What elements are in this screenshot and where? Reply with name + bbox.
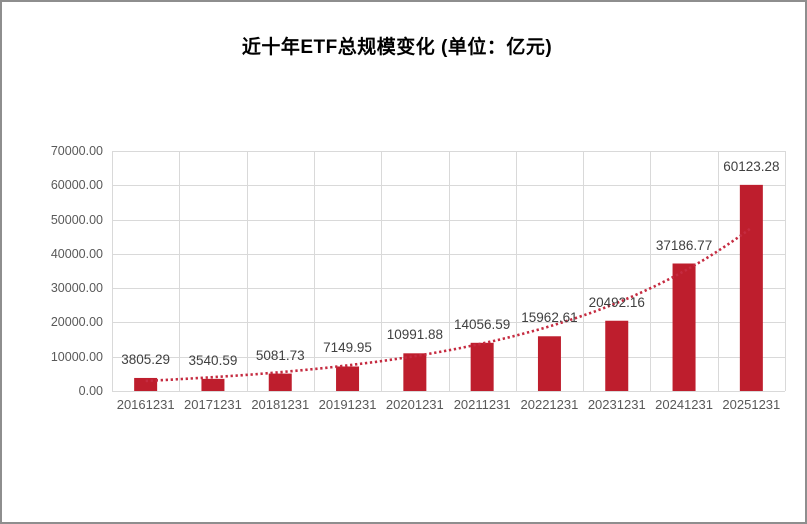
trendline-dotted: [145, 226, 753, 383]
chart-title: 近十年ETF总规模变化 (单位：亿元): [241, 37, 553, 58]
data-label: 3805.29: [121, 351, 171, 367]
y-tick-label: 0.00: [78, 384, 103, 398]
bar-20161231: [134, 377, 158, 391]
x-tick-label: 20251231: [722, 397, 781, 412]
data-label: 5081.73: [255, 347, 305, 363]
bar-20231231: [605, 320, 629, 391]
data-label: 3540.59: [188, 352, 238, 368]
x-tick-label: 20211231: [453, 397, 511, 412]
bar-20181231: [268, 373, 292, 391]
data-label: 14056.59: [453, 316, 511, 332]
x-tick-label: 20221231: [520, 397, 579, 412]
bar-20241231: [672, 263, 696, 391]
y-tick-label: 40000.00: [50, 247, 103, 261]
x-tick-label: 20201231: [385, 397, 444, 412]
bar-20201231: [403, 353, 427, 391]
data-label: 10991.88: [386, 327, 443, 343]
bar-20221231: [537, 336, 561, 391]
bar-20211231: [470, 342, 494, 391]
y-tick-label: 10000.00: [50, 350, 103, 364]
y-tick-label: 60000.00: [50, 178, 103, 192]
x-tick-label: 20181231: [251, 397, 310, 412]
data-label: 7149.95: [323, 340, 372, 356]
x-tick-label: 20171231: [184, 397, 242, 412]
y-tick-label: 30000.00: [50, 281, 103, 295]
x-tick-label: 20231231: [587, 397, 646, 412]
data-label: 37186.77: [655, 237, 713, 253]
bar-20191231: [336, 366, 360, 391]
y-tick-label: 50000.00: [50, 213, 103, 227]
y-tick-label: 20000.00: [50, 315, 103, 329]
x-tick-label: 20161231: [116, 397, 175, 412]
x-tick-label: 20191231: [318, 397, 377, 412]
bar-20251231: [739, 184, 763, 391]
x-tick-label: 20241231: [655, 397, 713, 412]
y-tick-label: 70000.00: [50, 144, 103, 158]
data-label: 15962.61: [521, 310, 578, 326]
data-label: 60123.28: [723, 158, 780, 174]
bar-20171231: [201, 378, 225, 391]
data-label: 20492.16: [588, 294, 645, 310]
